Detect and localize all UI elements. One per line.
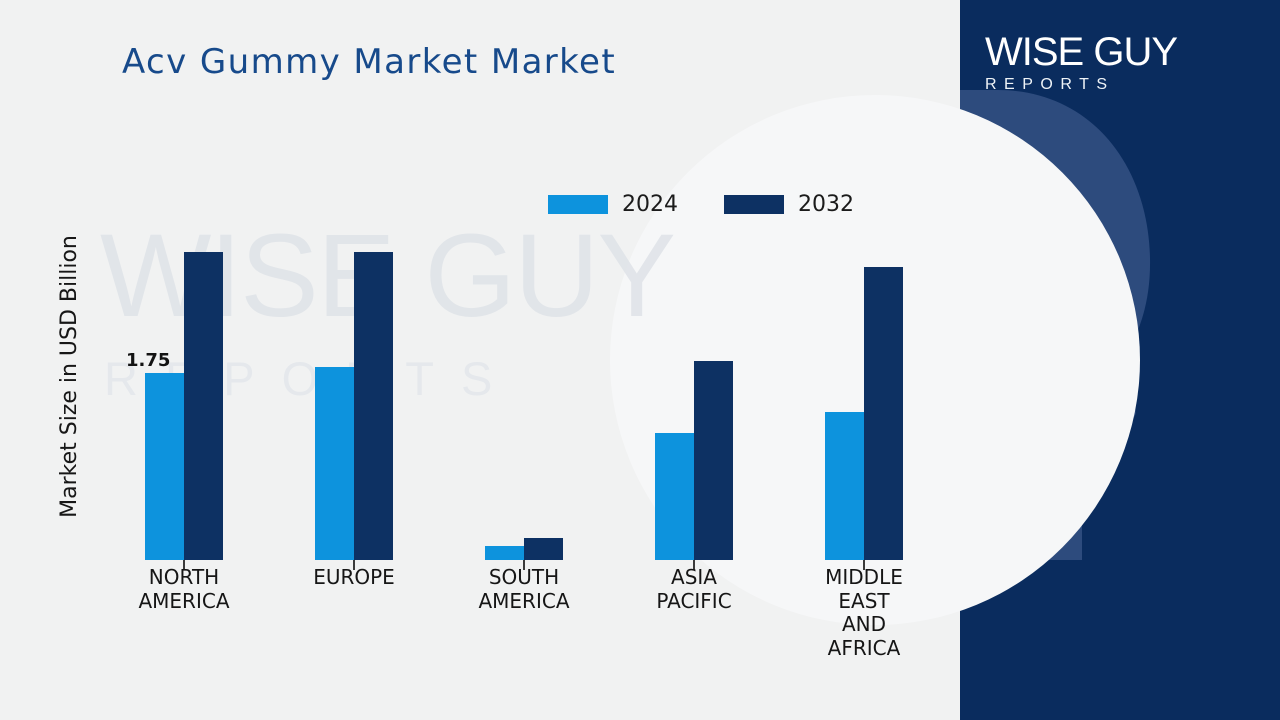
axis-tick-2 xyxy=(523,560,525,570)
axis-tick-0 xyxy=(183,560,185,570)
bar-2032-4[interactable] xyxy=(864,267,903,560)
bar-2024-0[interactable] xyxy=(145,373,184,560)
bar-2032-2[interactable] xyxy=(524,538,563,560)
bar-2032-3[interactable] xyxy=(694,361,733,560)
bar-2024-2[interactable] xyxy=(485,546,524,560)
bars-layer: NORTH AMERICA EUROPE SOUTH AMERICA ASIA PAC… xyxy=(126,252,903,660)
legend-swatch-2024 xyxy=(548,195,608,214)
legend-item-2024[interactable]: 2024 xyxy=(548,192,678,217)
axis-tick-4 xyxy=(863,560,865,570)
legend-item-2032[interactable]: 2032 xyxy=(724,192,854,217)
bar-2024-4[interactable] xyxy=(825,412,864,560)
x-axis-category-label-3: ASIA PACIFIC xyxy=(656,565,732,613)
legend-swatch-2032 xyxy=(724,195,784,214)
chart-legend: 2024 2032 xyxy=(548,192,854,217)
bar-2032-0[interactable] xyxy=(184,252,223,560)
wiseguy-reports-logo: WISE GUY REPORTS xyxy=(985,30,1235,122)
x-axis-category-label-1: EUROPE xyxy=(313,565,395,589)
bar-value-label-0: 1.75 xyxy=(126,350,171,371)
logo-subtitle: REPORTS xyxy=(985,76,1115,93)
bar-2024-3[interactable] xyxy=(655,433,694,560)
bar-2024-1[interactable] xyxy=(315,367,354,560)
x-axis-category-label-2: SOUTH AMERICA xyxy=(478,565,570,613)
bar-2032-1[interactable] xyxy=(354,252,393,560)
axis-tick-1 xyxy=(353,560,355,570)
legend-label-2024: 2024 xyxy=(622,192,678,217)
logo-wordmark: WISE GUY xyxy=(985,30,1178,74)
axis-tick-3 xyxy=(693,560,695,570)
page-title: Acv Gummy Market Market xyxy=(122,42,617,82)
x-axis-category-label-4: MIDDLE EAST AND AFRICA xyxy=(825,565,903,660)
x-axis-category-label-0: NORTH AMERICA xyxy=(138,565,230,613)
chart-plot-area: Market Size in USD Billion 2024 2032 NOR… xyxy=(57,192,903,660)
legend-label-2032: 2032 xyxy=(798,192,854,217)
